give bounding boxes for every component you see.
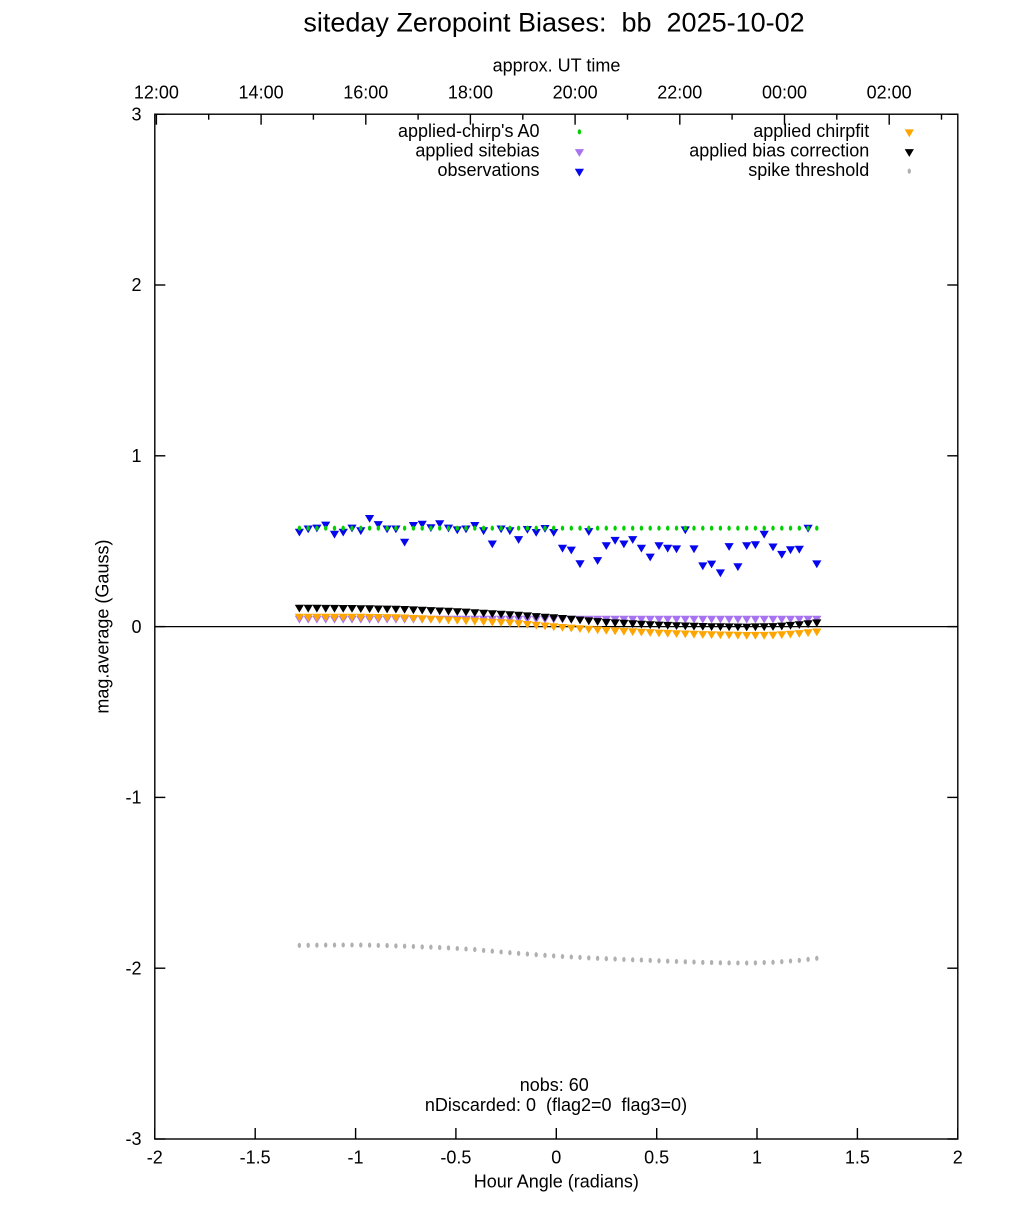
svg-text:applied bias correction: applied bias correction [689,141,869,161]
svg-text:-2: -2 [125,958,141,978]
svg-text:Hour Angle (radians): Hour Angle (radians) [474,1172,639,1192]
svg-text:nobs: 60: nobs: 60 [520,1075,589,1095]
svg-text:spike threshold: spike threshold [748,160,869,180]
svg-text:16:00: 16:00 [343,82,388,102]
svg-text:siteday Zeropoint Biases: bb: siteday Zeropoint Biases: bb 2025-10-02 [303,8,804,38]
svg-text:00:00: 00:00 [762,82,807,102]
svg-text:22:00: 22:00 [657,82,702,102]
svg-text:nDiscarded: 0 (flag2=0 flag3: nDiscarded: 0 (flag2=0 flag3=0) [425,1095,687,1115]
svg-text:1: 1 [131,446,141,466]
svg-text:3: 3 [131,104,141,124]
svg-text:-1.5: -1.5 [240,1147,271,1167]
svg-text:0.5: 0.5 [644,1147,669,1167]
svg-text:20:00: 20:00 [553,82,598,102]
svg-text:applied-chirp's A0: applied-chirp's A0 [398,121,540,141]
svg-text:applied sitebias: applied sitebias [415,141,539,161]
svg-text:-2: -2 [147,1147,163,1167]
svg-text:14:00: 14:00 [239,82,284,102]
svg-text:02:00: 02:00 [867,82,912,102]
svg-text:18:00: 18:00 [448,82,493,102]
svg-text:-0.5: -0.5 [440,1147,471,1167]
svg-text:-3: -3 [125,1129,141,1149]
svg-text:approx. UT time: approx. UT time [493,56,621,76]
svg-text:1: 1 [752,1147,762,1167]
svg-text:0: 0 [131,617,141,637]
svg-text:2: 2 [131,275,141,295]
svg-text:12:00: 12:00 [134,82,179,102]
svg-text:-1: -1 [125,788,141,808]
svg-text:applied chirpfit: applied chirpfit [753,121,869,141]
svg-text:2: 2 [953,1147,963,1167]
svg-text:1.5: 1.5 [845,1147,870,1167]
svg-text:mag.average (Gauss): mag.average (Gauss) [92,540,112,714]
svg-text:observations: observations [437,160,539,180]
svg-text:0: 0 [551,1147,561,1167]
svg-text:-1: -1 [348,1147,364,1167]
